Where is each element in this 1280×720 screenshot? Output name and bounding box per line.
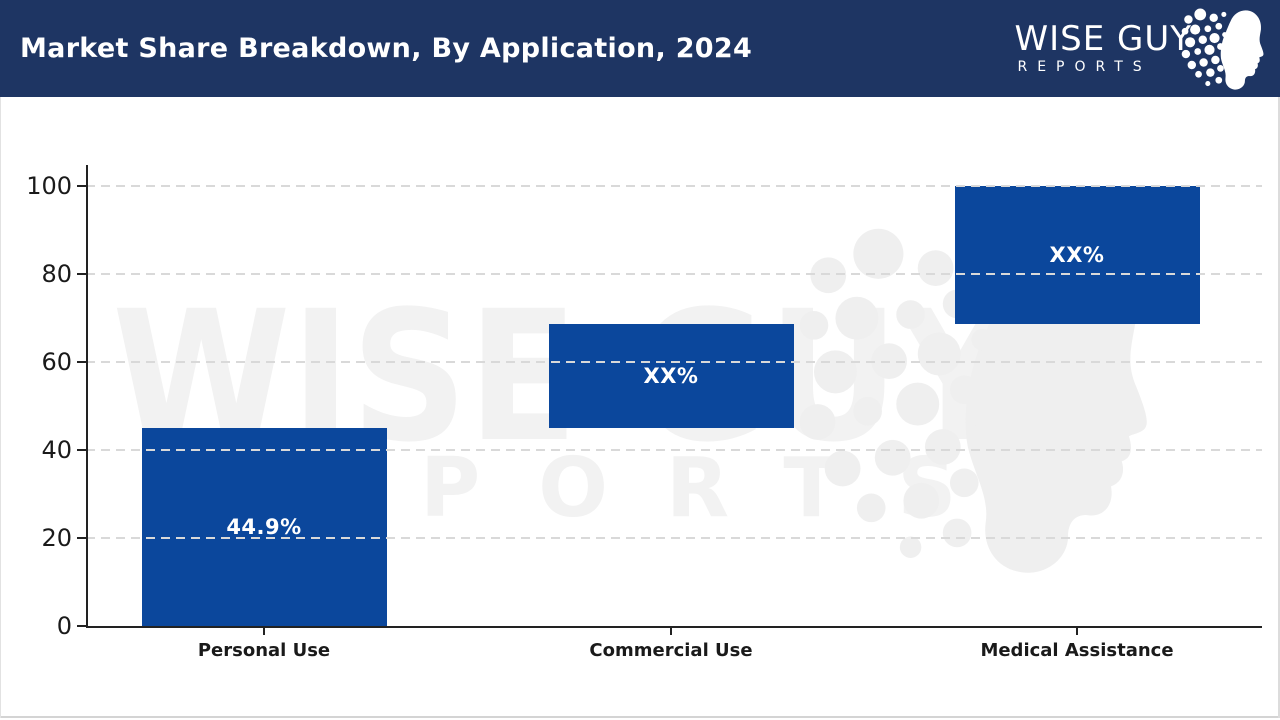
y-tick-label: 80	[41, 260, 72, 288]
gridline	[86, 361, 1262, 363]
y-tick-mark	[77, 537, 86, 539]
bar-label-medical-assistance: XX%	[1049, 242, 1105, 267]
x-tick-mark	[670, 628, 672, 635]
left-border-line	[0, 97, 1, 718]
x-axis-line	[86, 626, 1262, 628]
wiseguy-logo: WISE GUY REPORTS	[1014, 6, 1266, 92]
gridline	[86, 449, 1262, 451]
y-tick-label: 40	[41, 436, 72, 464]
bottom-border-line	[0, 716, 1280, 718]
y-tick-mark	[77, 273, 86, 275]
right-border-line	[1278, 97, 1280, 718]
header: Market Share Breakdown, By Application, …	[0, 0, 1280, 97]
y-tick-label: 0	[56, 612, 72, 640]
logo-subname: REPORTS	[1017, 59, 1152, 75]
logo-name: WISE GUY	[1014, 19, 1192, 59]
y-tick-mark	[77, 625, 86, 627]
gridline	[86, 273, 1262, 275]
x-tick-mark	[1076, 628, 1078, 635]
y-tick-label: 60	[41, 348, 72, 376]
bar-label-personal-use: 44.9%	[226, 515, 302, 540]
bar-medical-assistance	[954, 186, 1200, 324]
gridline	[86, 185, 1262, 187]
y-tick-mark	[77, 361, 86, 363]
x-axis-label-personal-use: Personal Use	[197, 640, 331, 661]
x-axis-label-commercial-use: Commercial Use	[589, 640, 753, 661]
x-axis-label-medical-assistance: Medical Assistance	[980, 640, 1174, 661]
y-tick-mark	[77, 185, 86, 187]
gridline	[86, 537, 1262, 539]
bar-personal-use	[141, 428, 387, 626]
bar-label-commercial-use: XX%	[643, 364, 699, 389]
y-tick-label: 20	[41, 524, 72, 552]
y-tick-label: 100	[26, 172, 72, 200]
bar-commercial-use	[548, 323, 794, 429]
x-tick-mark	[263, 628, 265, 635]
logo-text: WISE GUY REPORTS	[1014, 22, 1192, 75]
page-title: Market Share Breakdown, By Application, …	[20, 33, 753, 64]
y-tick-mark	[77, 449, 86, 451]
y-axis-line	[86, 165, 88, 628]
